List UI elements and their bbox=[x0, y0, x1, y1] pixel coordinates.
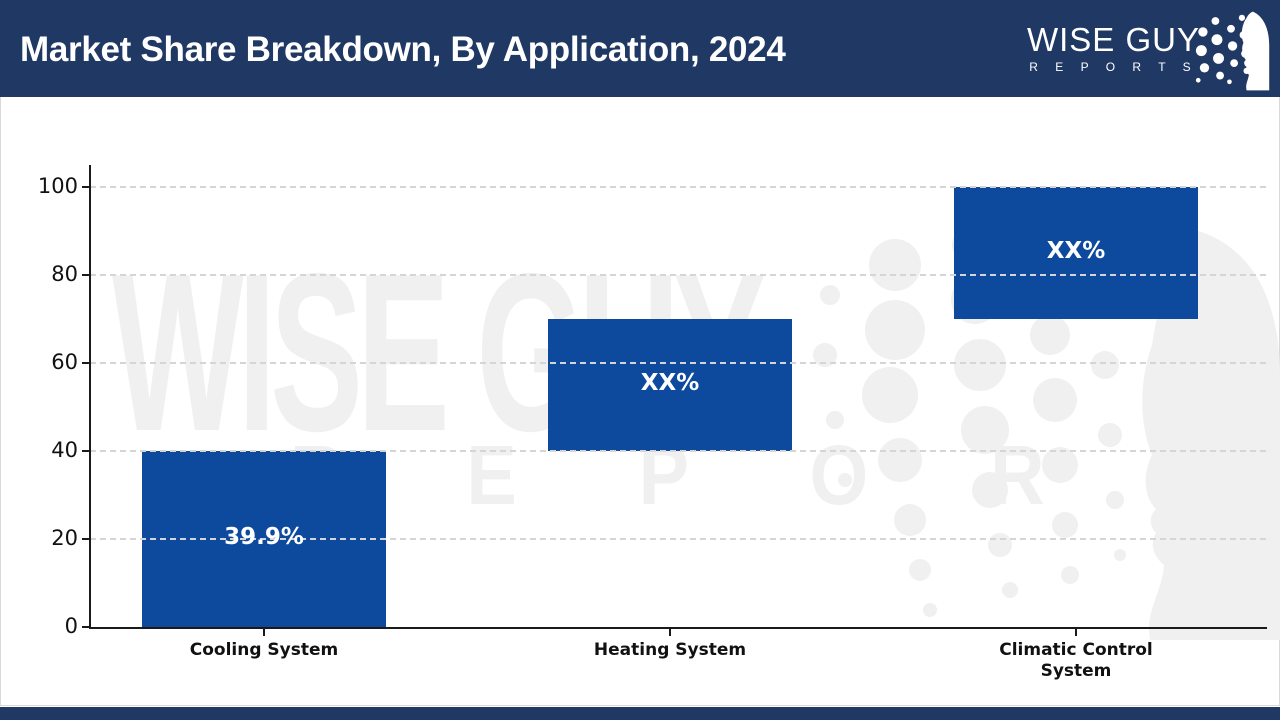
x-category-label: Cooling System bbox=[189, 640, 339, 660]
x-axis-tick bbox=[669, 629, 671, 636]
logo-face-dots-icon bbox=[1195, 11, 1270, 91]
bar-segment bbox=[954, 187, 1198, 319]
bar-value-label: XX% bbox=[640, 370, 700, 396]
gridline bbox=[90, 538, 1266, 540]
gridline bbox=[90, 362, 1266, 364]
y-axis-line bbox=[89, 165, 91, 629]
brand-subname: R E P O R T S bbox=[1029, 60, 1198, 74]
bar-value-label: 39.9% bbox=[224, 524, 304, 551]
bar-segment bbox=[548, 319, 792, 451]
x-axis-tick bbox=[1075, 629, 1077, 636]
gridline bbox=[90, 450, 1266, 452]
page-title: Market Share Breakdown, By Application, … bbox=[20, 30, 786, 69]
brand-logo-text: WISE GUY R E P O R T S bbox=[1027, 22, 1200, 75]
x-category-label: Heating System bbox=[593, 640, 747, 660]
y-axis-tick bbox=[82, 626, 89, 628]
footer-bar bbox=[0, 707, 1280, 720]
x-axis-line bbox=[89, 627, 1267, 629]
bar-value-label: XX% bbox=[1046, 238, 1106, 264]
x-category-label: Climatic Control System bbox=[999, 640, 1153, 682]
y-axis-tick bbox=[82, 450, 89, 452]
watermark-face-dots-icon bbox=[813, 227, 1280, 640]
y-axis-tick bbox=[82, 186, 89, 188]
y-axis-tick-label: 80 bbox=[51, 262, 78, 286]
x-axis-tick bbox=[263, 629, 265, 636]
y-axis-tick-label: 20 bbox=[51, 526, 78, 550]
gridline bbox=[90, 274, 1266, 276]
gridline bbox=[90, 186, 1266, 188]
y-axis-tick bbox=[82, 538, 89, 540]
y-axis-tick bbox=[82, 362, 89, 364]
y-axis-tick-label: 60 bbox=[51, 350, 78, 374]
y-axis-tick bbox=[82, 274, 89, 276]
y-axis-tick-label: 100 bbox=[37, 174, 78, 198]
brand-name: WISE GUY bbox=[1026, 21, 1200, 58]
header-bar: Market Share Breakdown, By Application, … bbox=[0, 0, 1280, 97]
brand-logo: WISE GUY R E P O R T S bbox=[1020, 6, 1270, 92]
y-axis-tick-label: 0 bbox=[64, 614, 78, 638]
y-axis-tick-label: 40 bbox=[51, 438, 78, 462]
